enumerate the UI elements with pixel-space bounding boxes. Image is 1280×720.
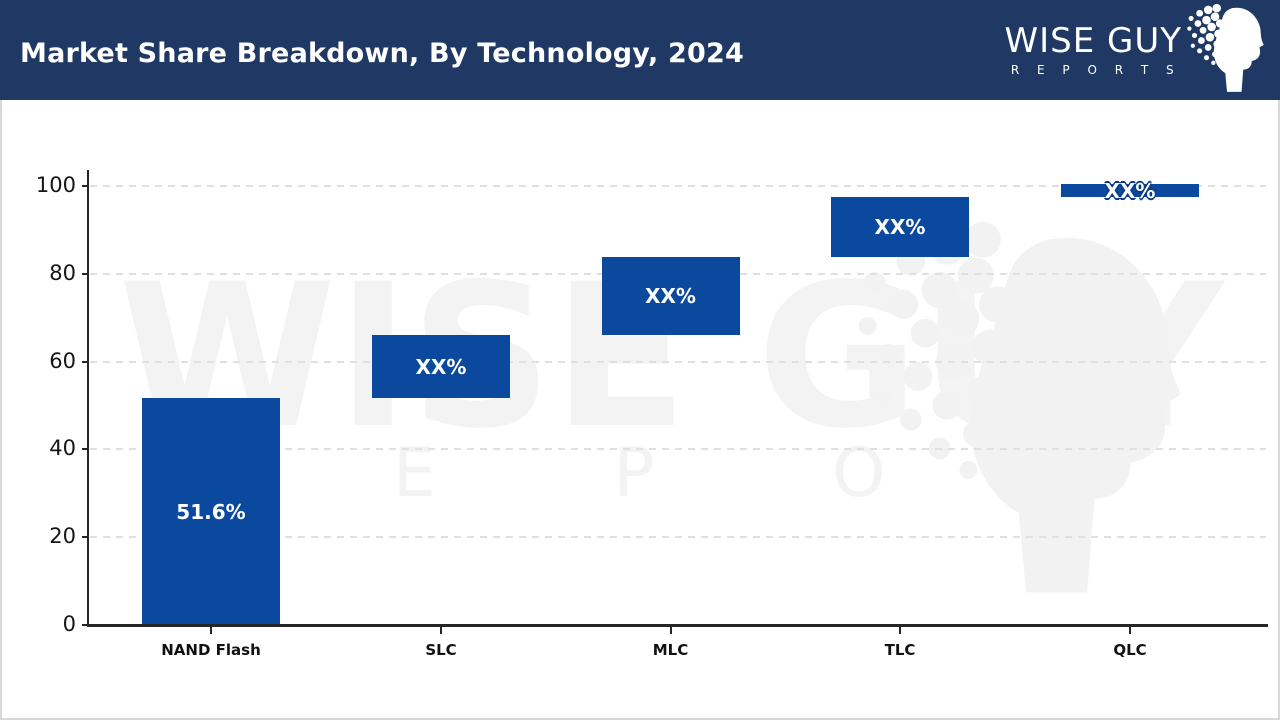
logo: WISE GUY R E P O R T S: [1004, 0, 1270, 100]
x-axis-line: [87, 624, 1268, 627]
gridline-20: [90, 536, 1266, 539]
y-tick-label: 20: [49, 524, 76, 549]
bar-label: XX%: [645, 283, 696, 308]
x-tick-slc: [440, 627, 442, 634]
logo-wordmark: WISE GUY: [1004, 20, 1182, 61]
y-tick-label: 100: [35, 173, 76, 197]
y-tick-40: [82, 448, 87, 451]
y-tick-20: [82, 536, 87, 539]
page-border-left: [0, 100, 2, 720]
bar-nand-flash: 51.6%: [142, 398, 280, 625]
page-title: Market Share Breakdown, By Technology, 2…: [20, 38, 745, 69]
x-tick-tlc: [899, 627, 901, 634]
x-tick-label: QLC: [1113, 641, 1147, 659]
bar-mlc: XX%: [601, 257, 740, 335]
y-tick-80: [82, 272, 87, 275]
x-tick-label: SLC: [425, 641, 457, 659]
logo-head-icon: [1187, 3, 1264, 92]
x-tick-label: TLC: [884, 641, 916, 659]
y-tick-0: [82, 624, 87, 626]
x-tick-label: MLC: [652, 641, 689, 659]
page-border-bottom: [0, 718, 1280, 720]
x-tick-mlc: [669, 627, 672, 634]
y-tick-label: 60: [49, 348, 76, 373]
gridline-40: [90, 448, 1266, 451]
y-tick-60: [82, 360, 87, 363]
bar-label: XX%: [1104, 178, 1156, 203]
bar-slc: XX%: [372, 334, 510, 399]
bar-label: XX%: [415, 354, 467, 379]
gridline-60: [90, 360, 1266, 363]
bar-tlc: XX%: [831, 197, 969, 258]
y-axis-line: [87, 170, 89, 627]
logo-subtext: R E P O R T S: [1010, 62, 1181, 77]
x-tick-nand-flash: [210, 627, 212, 634]
header: Market Share Breakdown, By Technology, 2…: [0, 0, 1280, 100]
gridline-100: [90, 185, 1266, 187]
bar-label: XX%: [874, 215, 926, 240]
x-tick-label: NAND Flash: [161, 641, 261, 659]
y-tick-label: 40: [49, 436, 76, 461]
y-tick-label: 0: [62, 612, 76, 636]
y-tick-100: [82, 185, 87, 187]
y-tick-label: 80: [49, 260, 76, 285]
page-border-right: [1278, 100, 1280, 720]
x-tick-qlc: [1129, 627, 1131, 634]
bar-qlc: XX%: [1061, 179, 1199, 203]
chart-area: WISE GUY R E P O R T S 02040608010051.6%…: [0, 100, 1280, 720]
bar-label: 51.6%: [176, 499, 246, 524]
logo-text: WISE GUY R E P O R T S: [1004, 24, 1182, 77]
